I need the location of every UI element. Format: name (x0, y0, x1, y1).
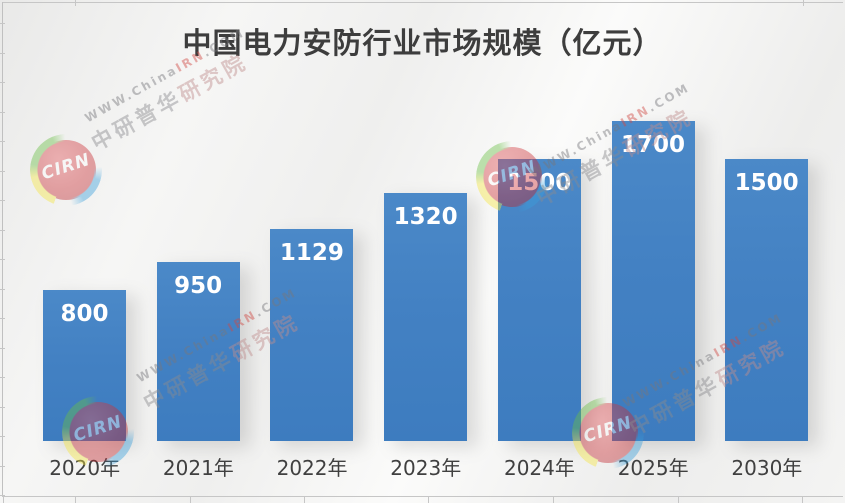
y-axis-tick (0, 318, 5, 319)
top-border-tick (803, 0, 804, 6)
y-axis-tick (0, 52, 5, 54)
y-axis-tick (0, 200, 5, 201)
y-axis-tick (0, 141, 5, 142)
x-axis-label: 2022年 (276, 456, 348, 480)
x-axis-label: 2030年 (731, 456, 803, 480)
x-axis-label: 2021年 (162, 456, 234, 480)
chart-title: 中国电力安防行业市场规模（亿元） (182, 26, 663, 60)
y-axis-tick (0, 495, 5, 496)
x-axis-line (2, 496, 843, 497)
x-axis-label: 2025年 (617, 456, 689, 480)
y-axis-tick (0, 465, 5, 467)
watermark-url-suffix: .COM (645, 80, 693, 115)
y-axis-tick (0, 170, 5, 172)
bar-value-label: 800 (60, 301, 109, 327)
x-axis-tick (3, 496, 4, 503)
watermark-url-prefix: WWW.China (82, 62, 181, 126)
cirn-logo-text: CIRN (39, 149, 93, 185)
bar-value-label: 1700 (620, 132, 685, 158)
cirn-logo-icon: CIRN (36, 140, 96, 200)
y-axis-tick (0, 229, 5, 231)
bar-2022年: 1129 (270, 229, 354, 441)
bar-2025年: 1700 (611, 121, 695, 441)
y-axis-tick (0, 111, 5, 113)
bar-2020年: 800 (43, 290, 126, 441)
y-axis-tick (0, 406, 5, 408)
x-axis-label: 2020年 (49, 456, 121, 480)
y-axis-tick (0, 288, 5, 290)
bar-value-label: 1320 (393, 204, 458, 230)
x-axis-label: 2023年 (390, 456, 462, 480)
watermark-brand-prefix: 中研普华 (87, 85, 187, 156)
x-axis-tick (190, 496, 191, 503)
bar-2030年: 1500 (725, 159, 809, 441)
x-axis-tick (553, 496, 554, 503)
x-axis-tick (428, 496, 429, 503)
bar-value-label: 1500 (734, 170, 799, 196)
y-axis-tick (0, 347, 5, 349)
chart-border-top (2, 2, 843, 3)
x-axis-tick (75, 496, 76, 503)
bar-value-label: 950 (174, 273, 223, 299)
y-axis-tick (0, 259, 5, 260)
bar-2023年: 1320 (384, 193, 468, 441)
x-axis-tick (678, 496, 679, 503)
y-axis-tick (0, 436, 5, 437)
x-axis-label: 2024年 (503, 456, 575, 480)
y-axis-tick (0, 23, 5, 24)
bar-value-label: 1500 (507, 170, 572, 196)
y-axis-line (2, 2, 3, 497)
bar-2024年: 1500 (497, 159, 581, 441)
top-border-tick (75, 0, 76, 6)
x-axis-tick (802, 496, 803, 503)
y-axis-tick (0, 82, 5, 83)
bar-2021年: 950 (156, 262, 240, 441)
x-axis-tick (304, 496, 305, 503)
y-axis-tick (0, 377, 5, 378)
bar-value-label: 1129 (279, 240, 344, 266)
